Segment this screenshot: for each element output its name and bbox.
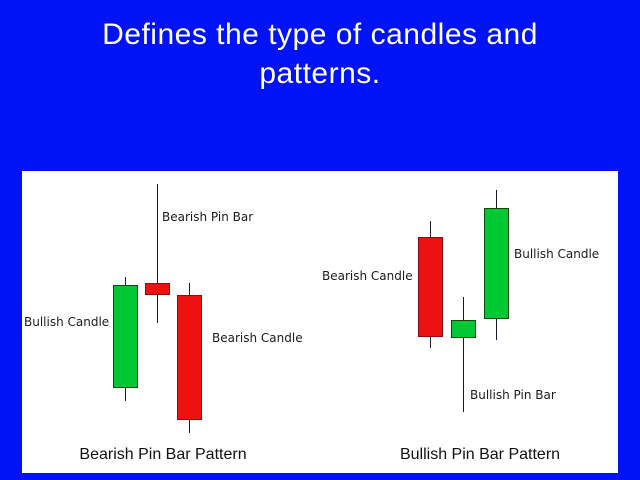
label-bullish-candle-right: Bullish Candle bbox=[514, 247, 600, 261]
left-bearish-pin-bar-wick bbox=[157, 184, 158, 323]
caption-bullish-pattern: Bullish Pin Bar Pattern bbox=[399, 446, 561, 463]
right-bullish-pin-bar bbox=[451, 320, 476, 338]
left-bearish-pin-bar bbox=[145, 283, 170, 295]
label-bearish-candle-left: Bearish Candle bbox=[212, 331, 303, 345]
right-bullish-pin-bar-wick bbox=[463, 297, 464, 412]
left-bullish-candle bbox=[113, 285, 138, 388]
label-bearish-candle-right: Bearish Candle bbox=[322, 269, 413, 283]
slide-title-line2: patterns. bbox=[259, 57, 381, 90]
candlestick-diagram-panel bbox=[22, 171, 618, 473]
right-bearish-candle bbox=[418, 237, 443, 337]
slide-title: Defines the type of candles and patterns… bbox=[0, 15, 640, 93]
caption-bearish-pattern: Bearish Pin Bar Pattern bbox=[79, 446, 247, 463]
label-bullish-pin-bar: Bullish Pin Bar bbox=[470, 388, 556, 402]
slide-title-line1: Defines the type of candles and bbox=[102, 18, 538, 51]
left-bearish-candle bbox=[177, 295, 202, 420]
right-bullish-candle bbox=[484, 208, 509, 319]
label-bullish-candle-left: Bullish Candle bbox=[24, 315, 110, 329]
label-bearish-pin-bar: Bearish Pin Bar bbox=[162, 210, 254, 224]
